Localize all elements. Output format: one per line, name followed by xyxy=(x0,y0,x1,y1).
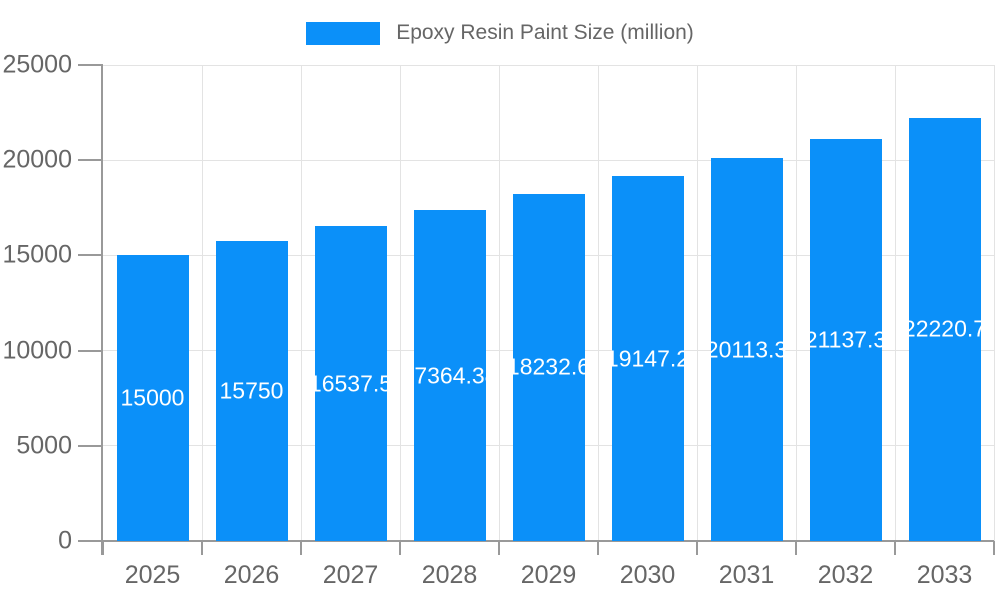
x-gridline xyxy=(399,65,401,541)
y-tick-label: 10000 xyxy=(2,336,72,365)
bar-value-label: 19147.2 xyxy=(605,345,690,372)
y-tick-label: 20000 xyxy=(2,145,72,174)
bar[interactable] xyxy=(611,176,684,541)
bar-value-label: 15750 xyxy=(219,377,284,404)
x-gridline xyxy=(795,65,797,541)
bar[interactable] xyxy=(314,226,387,541)
legend-label: Epoxy Resin Paint Size (million) xyxy=(396,21,694,44)
y-tick-label: 25000 xyxy=(2,50,72,79)
legend-item[interactable]: Epoxy Resin Paint Size (million) xyxy=(0,18,1000,48)
x-tick-label: 2026 xyxy=(223,561,280,589)
bar[interactable] xyxy=(116,255,189,541)
bar-value-label: 16537.5 xyxy=(308,370,393,397)
x-tick-label: 2033 xyxy=(916,561,973,589)
bar[interactable] xyxy=(710,158,783,541)
y-tick-mark xyxy=(78,349,103,352)
bar-value-label: 18232.6 xyxy=(506,353,591,380)
x-tick-label: 2031 xyxy=(718,561,775,589)
x-tick-mark xyxy=(597,541,599,555)
x-gridline xyxy=(894,65,896,541)
x-tick-label: 2025 xyxy=(124,561,181,589)
x-tick-mark xyxy=(102,541,104,555)
x-tick-mark xyxy=(498,541,500,555)
x-gridline xyxy=(696,65,698,541)
y-gridline xyxy=(103,64,994,66)
y-gridline xyxy=(103,159,994,161)
y-tick-label: 15000 xyxy=(2,240,72,269)
bar-value-label: 15000 xyxy=(120,384,185,411)
bar[interactable] xyxy=(215,241,288,541)
y-tick-label: 0 xyxy=(58,526,72,555)
bar[interactable] xyxy=(512,193,585,541)
x-tick-mark xyxy=(696,541,698,555)
y-tick-mark xyxy=(78,444,103,447)
x-axis-line xyxy=(78,540,994,542)
bar-value-label: 17364.38 xyxy=(401,362,498,389)
bar-value-label: 22220.7 xyxy=(902,315,987,342)
x-tick-mark xyxy=(399,541,401,555)
x-tick-mark xyxy=(894,541,896,555)
y-tick-label: 5000 xyxy=(16,431,72,460)
bar[interactable] xyxy=(908,117,981,541)
y-tick-mark xyxy=(78,254,103,257)
y-axis-line xyxy=(101,65,103,555)
x-tick-mark xyxy=(201,541,203,555)
legend-swatch xyxy=(306,21,381,45)
bar-value-label: 20113.3 xyxy=(705,336,788,363)
bar-value-label: 21137.3 xyxy=(804,326,887,353)
x-gridline xyxy=(993,65,995,541)
y-tick-mark xyxy=(78,64,103,66)
x-tick-label: 2028 xyxy=(421,561,478,589)
x-tick-mark xyxy=(300,541,302,555)
y-tick-mark xyxy=(78,159,103,162)
x-gridline xyxy=(597,65,599,541)
x-tick-mark xyxy=(795,541,797,555)
x-gridline xyxy=(300,65,302,541)
x-tick-label: 2027 xyxy=(322,561,379,589)
x-tick-label: 2032 xyxy=(817,561,874,589)
x-gridline xyxy=(201,65,203,541)
x-gridline xyxy=(498,65,500,541)
x-tick-mark xyxy=(993,541,995,555)
bar[interactable] xyxy=(413,210,486,541)
x-tick-label: 2030 xyxy=(619,561,676,589)
bar[interactable] xyxy=(809,138,882,541)
x-tick-label: 2029 xyxy=(520,561,577,589)
